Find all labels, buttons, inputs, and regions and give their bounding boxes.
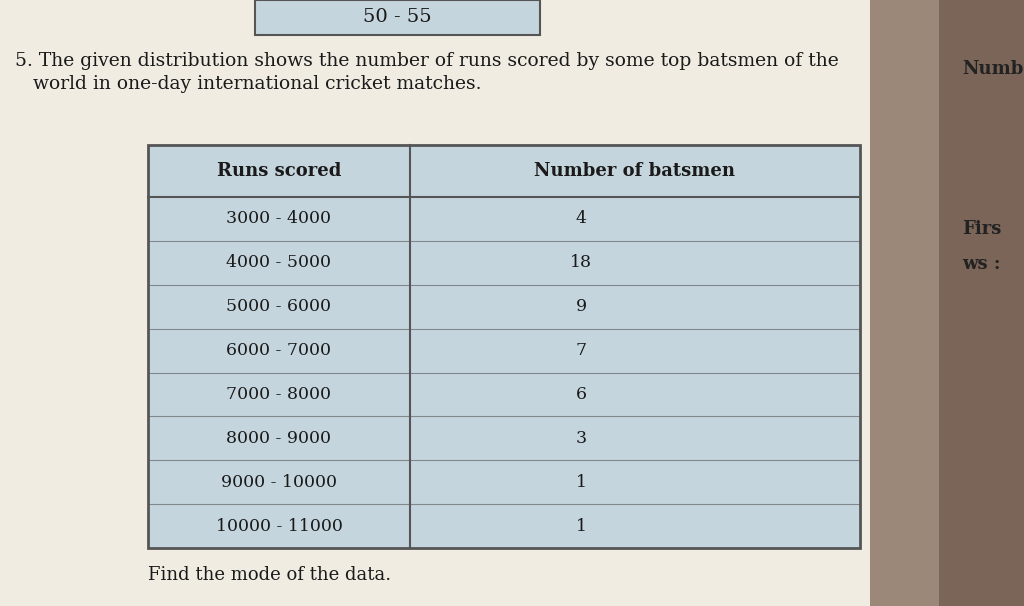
Text: 18: 18 bbox=[570, 255, 592, 271]
Text: 10000 - 11000: 10000 - 11000 bbox=[216, 518, 342, 534]
Bar bbox=[255, 0, 540, 35]
Text: 3000 - 4000: 3000 - 4000 bbox=[226, 210, 332, 227]
Text: 5000 - 6000: 5000 - 6000 bbox=[226, 298, 332, 315]
Text: 5. The given distribution shows the number of runs scored by some top batsmen of: 5. The given distribution shows the numb… bbox=[15, 52, 839, 70]
Text: 6: 6 bbox=[575, 386, 587, 403]
Text: Runs scored: Runs scored bbox=[217, 162, 341, 180]
Text: 1: 1 bbox=[575, 474, 587, 491]
Text: Find the mode of the data.: Find the mode of the data. bbox=[148, 566, 391, 584]
Text: Number of batsmen: Number of batsmen bbox=[535, 162, 735, 180]
Text: world in one-day international cricket matches.: world in one-day international cricket m… bbox=[33, 75, 481, 93]
Text: 9: 9 bbox=[575, 298, 587, 315]
Text: 4: 4 bbox=[575, 210, 587, 227]
Text: 4000 - 5000: 4000 - 5000 bbox=[226, 255, 332, 271]
Text: 8000 - 9000: 8000 - 9000 bbox=[226, 430, 332, 447]
Bar bbox=[0, 0, 870, 606]
Bar bbox=[939, 0, 1024, 606]
Bar bbox=[148, 145, 860, 548]
Text: 7000 - 8000: 7000 - 8000 bbox=[226, 386, 332, 403]
Text: 50 - 55: 50 - 55 bbox=[364, 8, 432, 27]
Text: 7: 7 bbox=[575, 342, 587, 359]
Text: 6000 - 7000: 6000 - 7000 bbox=[226, 342, 332, 359]
Text: 9000 - 10000: 9000 - 10000 bbox=[221, 474, 337, 491]
Text: ws :: ws : bbox=[963, 255, 1000, 273]
Text: 1: 1 bbox=[575, 518, 587, 534]
Bar bbox=[870, 0, 939, 606]
Text: Firs: Firs bbox=[963, 220, 1001, 238]
Text: Numb: Numb bbox=[963, 60, 1024, 78]
Text: 3: 3 bbox=[575, 430, 587, 447]
